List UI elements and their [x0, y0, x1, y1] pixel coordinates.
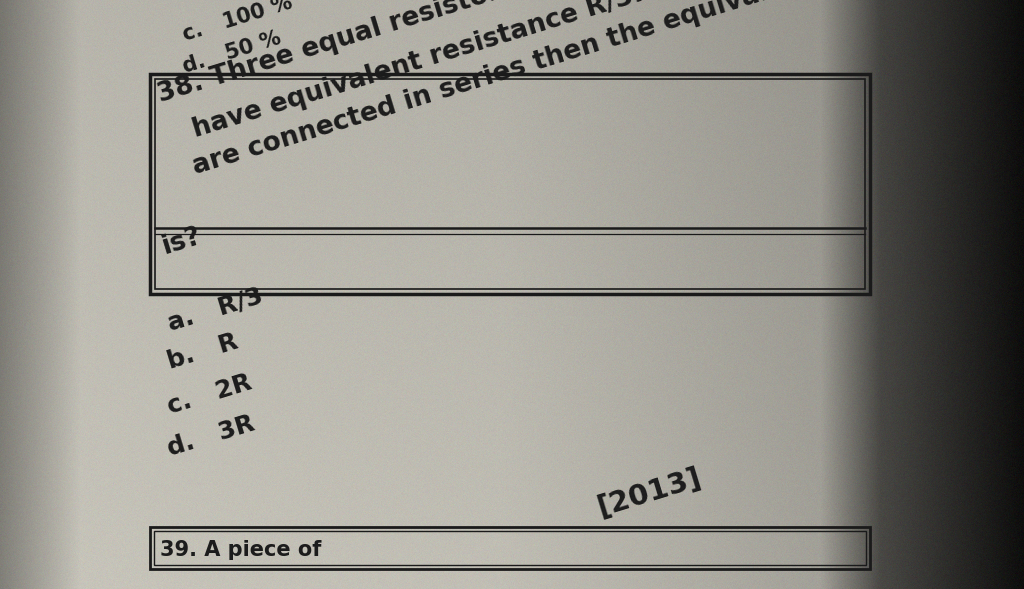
Text: c.   2R: c. 2R — [165, 370, 255, 419]
Text: 38. Three equal resistors connected in parallel: 38. Three equal resistors connected in p… — [155, 0, 826, 108]
Text: d.   50 %: d. 50 % — [180, 28, 284, 77]
Text: 39. A piece of: 39. A piece of — [160, 540, 322, 560]
Text: c.   100 %: c. 100 % — [180, 0, 295, 45]
Text: d.   3R: d. 3R — [165, 412, 258, 461]
Text: [2013]: [2013] — [594, 464, 705, 522]
Text: b.   R: b. R — [165, 330, 241, 374]
Bar — [150, 527, 870, 569]
Text: a.   R/3: a. R/3 — [165, 284, 265, 336]
Text: is?: is? — [159, 223, 205, 260]
Bar — [154, 531, 866, 565]
Bar — [155, 79, 865, 289]
Bar — [150, 74, 870, 294]
Text: have equivalent resistance R/3. When they: have equivalent resistance R/3. When the… — [189, 0, 808, 143]
Text: are connected in series then the equivalent: are connected in series then the equival… — [189, 0, 818, 180]
